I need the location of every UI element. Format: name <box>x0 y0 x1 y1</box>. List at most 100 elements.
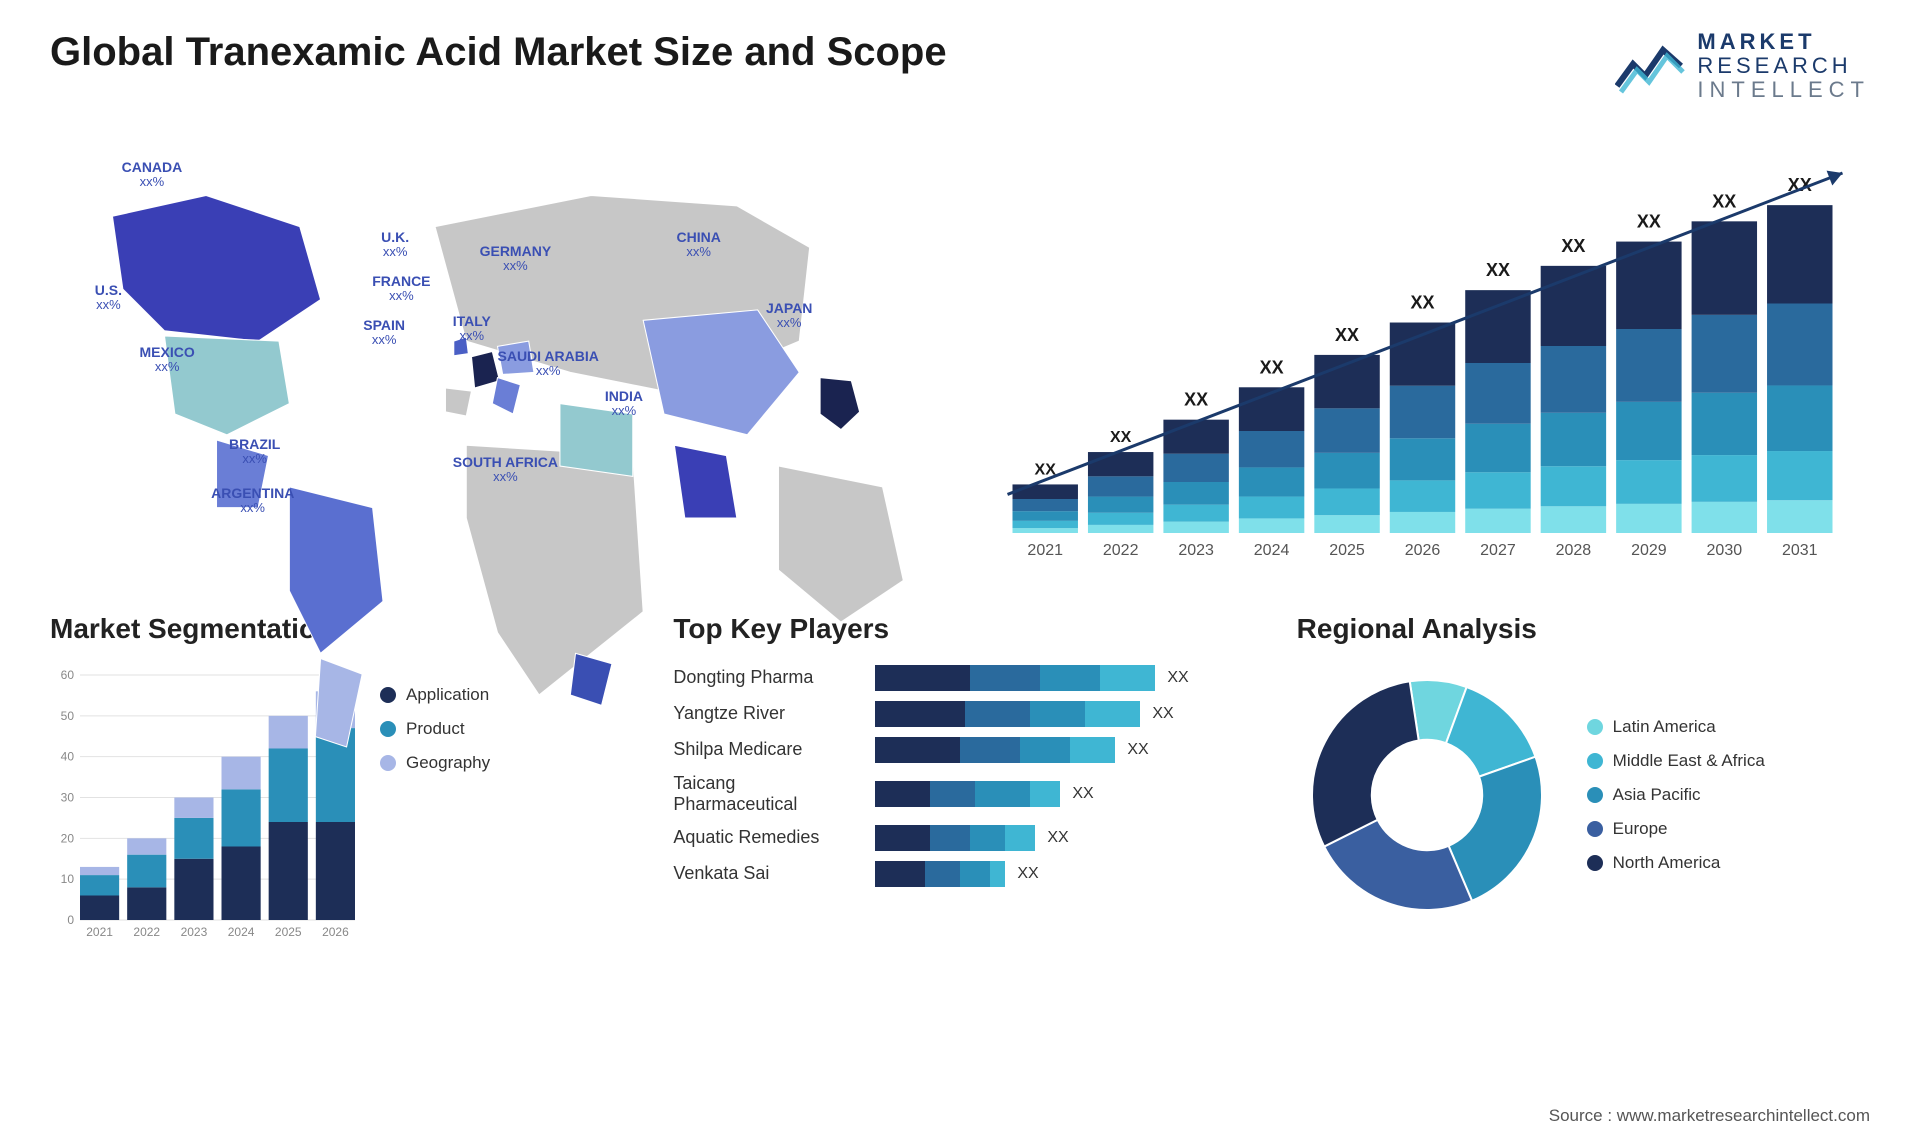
regional-title: Regional Analysis <box>1297 613 1870 645</box>
region-legend-item: Latin America <box>1587 717 1765 737</box>
player-bar <box>875 861 1005 887</box>
svg-text:XX: XX <box>1260 357 1284 377</box>
player-name: Aquatic Remedies <box>673 827 863 848</box>
player-bar-segment <box>875 861 925 887</box>
svg-text:XX: XX <box>1410 292 1434 312</box>
player-bar <box>875 781 1060 807</box>
legend-dot-icon <box>1587 753 1603 769</box>
legend-label: North America <box>1613 853 1721 873</box>
player-row: Taicang Pharmaceutical XX <box>673 773 1246 815</box>
brand-logo: MARKET RESEARCH INTELLECT <box>1615 30 1870 103</box>
world-map-chart: CANADAxx% U.S.xx% MEXICOxx% BRAZILxx% ARGENT… <box>50 133 945 573</box>
svg-text:2028: 2028 <box>1556 542 1592 559</box>
svg-text:30: 30 <box>61 790 75 804</box>
player-bar-segment <box>1005 825 1035 851</box>
regional-legend: Latin America Middle East & Africa Asia Pa… <box>1587 717 1765 873</box>
svg-text:2024: 2024 <box>228 925 255 939</box>
regional-panel: Regional Analysis Latin America Middle Ea… <box>1297 613 1870 945</box>
map-label-canada: CANADAxx% <box>122 159 183 190</box>
player-name: Taicang Pharmaceutical <box>673 773 863 815</box>
svg-text:2023: 2023 <box>1178 542 1214 559</box>
svg-text:2025: 2025 <box>275 925 302 939</box>
svg-text:2025: 2025 <box>1329 542 1365 559</box>
player-bar-segment <box>960 737 1020 763</box>
map-label-saudiarabia: SAUDI ARABIAxx% <box>498 348 599 379</box>
player-value: XX <box>1017 865 1038 883</box>
logo-line3: INTELLECT <box>1697 78 1870 102</box>
svg-text:2022: 2022 <box>133 925 160 939</box>
map-label-china: CHINAxx% <box>677 229 721 260</box>
map-label-southafrica: SOUTH AFRICAxx% <box>453 454 558 485</box>
region-legend-item: Europe <box>1587 819 1765 839</box>
region-legend-item: Middle East & Africa <box>1587 751 1765 771</box>
svg-text:2031: 2031 <box>1782 542 1818 559</box>
svg-text:2027: 2027 <box>1480 542 1516 559</box>
player-value: XX <box>1167 669 1188 687</box>
legend-dot-icon <box>1587 855 1603 871</box>
svg-text:2024: 2024 <box>1254 542 1290 559</box>
player-value: XX <box>1152 705 1173 723</box>
map-label-spain: SPAINxx% <box>363 317 405 348</box>
player-row: Aquatic RemediesXX <box>673 825 1246 851</box>
svg-text:XX: XX <box>1637 211 1661 231</box>
logo-line1: MARKET <box>1697 30 1870 54</box>
player-bar-segment <box>1070 737 1115 763</box>
map-label-uk: U.K.xx% <box>381 229 409 260</box>
forecast-svg: XX2021XX2022XX2023XX2024XX2025XX2026XX20… <box>975 133 1870 573</box>
player-value: XX <box>1072 785 1093 803</box>
svg-text:2030: 2030 <box>1707 542 1743 559</box>
svg-text:2021: 2021 <box>86 925 113 939</box>
svg-text:20: 20 <box>61 831 75 845</box>
player-bar-segment <box>930 781 975 807</box>
player-bar-segment <box>875 781 930 807</box>
region-legend-item: North America <box>1587 853 1765 873</box>
svg-text:2026: 2026 <box>1405 542 1441 559</box>
region-legend-item: Asia Pacific <box>1587 785 1765 805</box>
svg-text:2023: 2023 <box>181 925 208 939</box>
player-bar-segment <box>1030 701 1085 727</box>
map-label-india: INDIAxx% <box>605 388 643 419</box>
legend-label: Asia Pacific <box>1613 785 1701 805</box>
page-title: Global Tranexamic Acid Market Size and S… <box>50 30 947 75</box>
svg-text:2029: 2029 <box>1631 542 1667 559</box>
svg-text:XX: XX <box>1486 260 1510 280</box>
source-attribution: Source : www.marketresearchintellect.com <box>1549 1106 1870 1126</box>
player-bar-segment <box>970 665 1040 691</box>
player-bar-segment <box>990 861 1005 887</box>
svg-text:XX: XX <box>1184 389 1208 409</box>
map-label-argentina: ARGENTINAxx% <box>211 485 294 516</box>
legend-dot-icon <box>1587 821 1603 837</box>
logo-mark-icon <box>1615 36 1685 96</box>
svg-text:0: 0 <box>67 913 74 927</box>
logo-line2: RESEARCH <box>1697 54 1870 78</box>
player-bar-segment <box>925 861 960 887</box>
legend-label: Middle East & Africa <box>1613 751 1765 771</box>
map-label-france: FRANCExx% <box>372 273 430 304</box>
player-bar-segment <box>1020 737 1070 763</box>
player-bar-segment <box>1030 781 1060 807</box>
player-bar-segment <box>1040 665 1100 691</box>
svg-text:2021: 2021 <box>1027 542 1063 559</box>
legend-label: Latin America <box>1613 717 1716 737</box>
forecast-bar-chart: XX2021XX2022XX2023XX2024XX2025XX2026XX20… <box>975 133 1870 573</box>
player-bar-segment <box>930 825 970 851</box>
player-bar-segment <box>970 825 1005 851</box>
map-label-brazil: BRAZILxx% <box>229 436 280 467</box>
map-label-mexico: MEXICOxx% <box>140 344 195 375</box>
svg-text:XX: XX <box>1110 429 1132 446</box>
map-label-japan: JAPANxx% <box>766 300 812 331</box>
legend-dot-icon <box>1587 787 1603 803</box>
legend-label: Europe <box>1613 819 1668 839</box>
legend-dot-icon <box>1587 719 1603 735</box>
player-row: Venkata Sai XX <box>673 861 1246 887</box>
svg-text:2022: 2022 <box>1103 542 1139 559</box>
player-value: XX <box>1127 741 1148 759</box>
player-bar-segment <box>960 861 990 887</box>
player-name: Venkata Sai <box>673 863 863 884</box>
map-label-us: U.S.xx% <box>95 282 122 313</box>
player-bar-segment <box>975 781 1030 807</box>
player-bar <box>875 825 1035 851</box>
svg-text:2026: 2026 <box>322 925 349 939</box>
regional-donut-chart <box>1297 665 1557 925</box>
player-bar-segment <box>1085 701 1140 727</box>
